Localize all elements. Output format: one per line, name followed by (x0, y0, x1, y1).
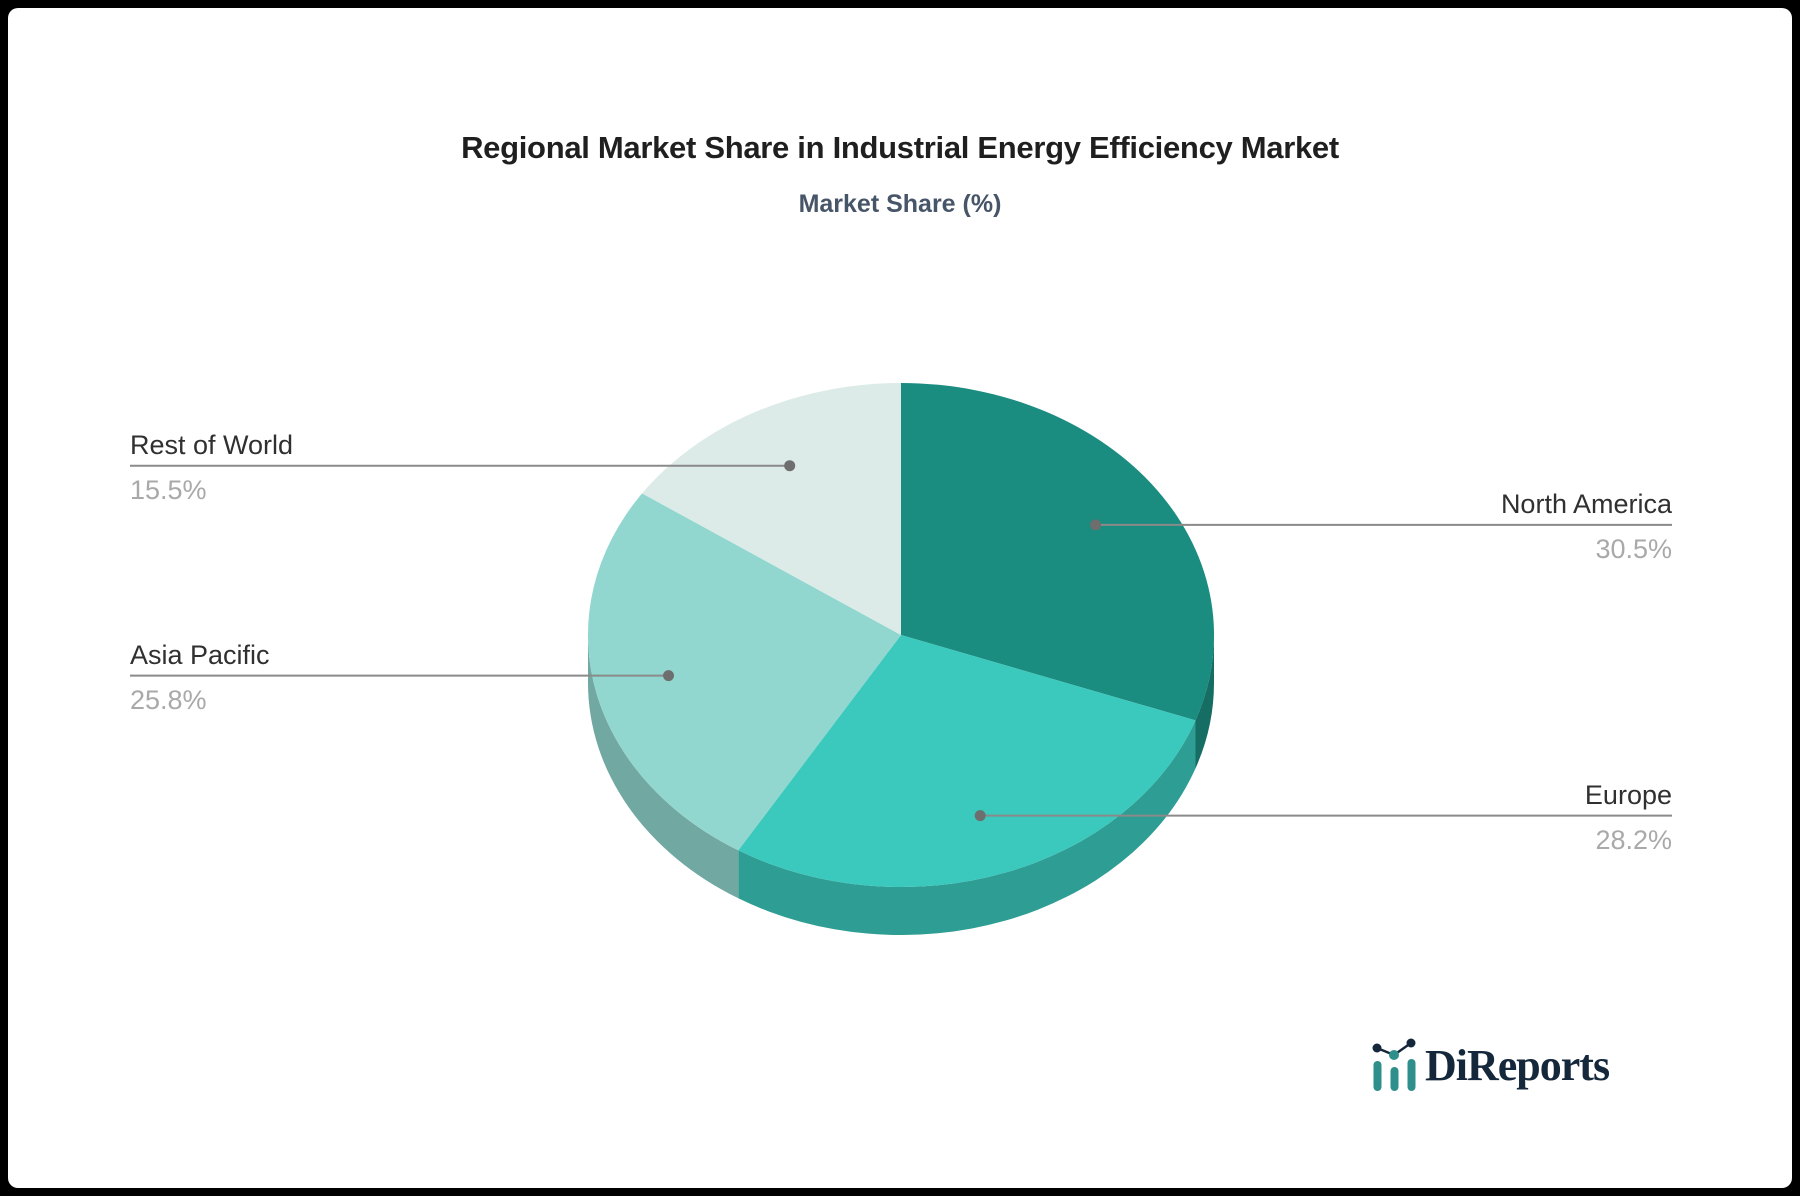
slice-label-name: Europe (1584, 779, 1672, 810)
connector-dot-north-america (1090, 519, 1102, 531)
slice-europe (738, 635, 1196, 888)
slice-label-value: 30.5% (1595, 533, 1672, 564)
bar-chart-trend-icon (1372, 1038, 1416, 1091)
direports-logo: DiReports (1372, 1036, 1610, 1092)
connector-dot-europe (974, 810, 986, 822)
slice-label-asia-pacific: Asia Pacific 25.8% (130, 640, 270, 715)
slice-label-europe: Europe 28.2% (1585, 780, 1672, 855)
slice-side-asia-pacific (588, 635, 739, 899)
chart-title: Regional Market Share in Industrial Ener… (461, 130, 1339, 165)
slice-label-name: Rest of World (130, 429, 294, 460)
connector-dot-rest-of-world (784, 460, 796, 472)
slice-north-america (901, 383, 1215, 721)
slice-asia-pacific (587, 493, 901, 851)
slice-side-north-america (1195, 635, 1215, 769)
slice-label-value: 15.5% (130, 474, 207, 505)
slice-label-name: Asia Pacific (130, 639, 270, 670)
slice-label-value: 25.8% (130, 684, 207, 715)
slice-label-name: North America (1500, 488, 1672, 519)
slice-label-rest-of-world: Rest of World 15.5% (130, 430, 293, 505)
slice-side-europe (738, 720, 1196, 936)
connector-dot-asia-pacific (663, 670, 674, 682)
slice-label-value: 28.2% (1595, 824, 1672, 855)
chart-subtitle: Market Share (%) (798, 190, 1002, 218)
slice-rest-of-world (642, 383, 901, 635)
logo-text: DiReports (1425, 1041, 1610, 1090)
slice-label-north-america: North America 30.5% (1501, 489, 1672, 564)
